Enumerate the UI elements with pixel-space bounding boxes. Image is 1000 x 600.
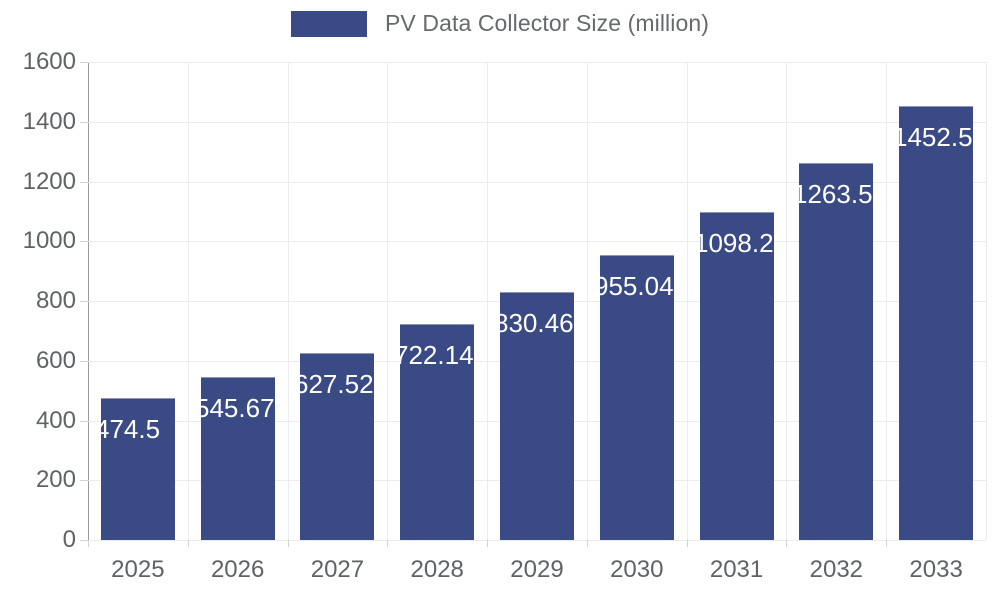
x-axis-tick-label: 2033 [909, 556, 963, 583]
bar-fill [600, 255, 674, 540]
bar-value-label: 1452.55 [899, 122, 973, 152]
x-axis-tick-label: 2030 [610, 556, 664, 583]
gridline-horizontal [88, 182, 986, 183]
legend-color-swatch[interactable] [290, 10, 367, 37]
x-axis-tick-mark [587, 540, 588, 547]
x-axis-tick-label: 2026 [210, 556, 265, 583]
y-axis-tick-mark [80, 361, 88, 362]
bar[interactable]: 1098.29 [700, 212, 774, 540]
bar[interactable]: 1452.55 [899, 106, 973, 540]
y-axis-tick-mark [80, 62, 88, 63]
bar-value-label: 722.146 [400, 340, 474, 370]
bar-value-label: 830.468 [500, 308, 574, 338]
x-axis-tick-mark [288, 540, 289, 547]
y-axis-tick-label: 200 [35, 466, 76, 493]
y-axis-tick-mark [80, 421, 88, 422]
x-axis-tick-mark [886, 540, 887, 547]
bar[interactable]: 955.042 [600, 255, 674, 540]
gridline-vertical [387, 62, 388, 540]
bar-fill [899, 106, 973, 540]
gridline-vertical [587, 62, 588, 540]
bar[interactable]: 627.52 [300, 353, 374, 540]
y-axis-tick-mark [80, 301, 88, 302]
x-axis-tick-label: 2028 [410, 556, 464, 583]
x-axis-tick-label: 2031 [709, 556, 764, 583]
gridline-horizontal [88, 62, 986, 63]
gridline-horizontal [88, 241, 986, 242]
bar[interactable]: 722.146 [400, 324, 474, 540]
bar-fill [500, 292, 574, 540]
bar-fill [101, 398, 175, 540]
bar-value-label: 955.042 [600, 271, 674, 301]
bar-fill [300, 353, 374, 540]
y-axis-tick-mark [80, 241, 88, 242]
gridline-vertical [886, 62, 887, 540]
x-axis-tick-mark [487, 540, 488, 547]
x-axis-tick-mark [188, 540, 189, 547]
bar-value-label: 1263.52 [799, 179, 873, 209]
gridline-vertical [487, 62, 488, 540]
bar-fill [700, 212, 774, 540]
gridline-vertical [188, 62, 189, 540]
bar-value-label: 474.5 [101, 414, 161, 444]
gridline-vertical [786, 62, 787, 540]
x-axis-tick-mark [387, 540, 388, 547]
y-axis-tick-label: 0 [62, 526, 76, 553]
y-axis-tick-mark [80, 540, 88, 541]
gridline-vertical [687, 62, 688, 540]
y-axis-tick-label: 1000 [22, 227, 76, 254]
y-axis-tick-label: 800 [35, 287, 76, 314]
bar-fill [400, 324, 474, 540]
y-axis-tick-label: 1200 [22, 168, 76, 195]
x-axis-tick-mark [687, 540, 688, 547]
bar[interactable]: 1263.52 [799, 163, 873, 540]
bar-value-label: 545.675 [201, 393, 275, 423]
y-axis-tick-label: 600 [35, 347, 76, 374]
x-axis-tick-mark [786, 540, 787, 547]
y-axis-tick-label: 400 [35, 407, 76, 434]
bar-fill [799, 163, 873, 540]
bar-value-label: 1098.29 [700, 228, 774, 258]
x-axis-tick-label: 2029 [510, 556, 564, 583]
bar[interactable]: 545.675 [201, 377, 275, 540]
bar-fill [201, 377, 275, 540]
bar[interactable]: 474.5 [101, 398, 175, 540]
y-axis-tick-label: 1400 [22, 108, 76, 135]
chart-legend: PV Data Collector Size (million) [0, 10, 1000, 37]
y-axis-tick-mark [80, 182, 88, 183]
bar[interactable]: 830.468 [500, 292, 574, 540]
x-axis-tick-label: 2032 [809, 556, 864, 583]
y-axis-tick-mark [80, 122, 88, 123]
x-axis-tick-mark [88, 540, 89, 547]
x-axis-tick-label: 2027 [310, 556, 365, 583]
gridline-vertical [986, 62, 987, 540]
y-axis-tick-label: 1600 [22, 48, 76, 75]
legend-label: PV Data Collector Size (million) [384, 10, 710, 36]
gridline-vertical [288, 62, 289, 540]
gridline-horizontal [88, 540, 986, 541]
bar-value-label: 627.52 [300, 369, 374, 399]
x-axis-tick-label: 2025 [111, 556, 165, 583]
gridline-horizontal [88, 122, 986, 123]
y-axis-tick-mark [80, 480, 88, 481]
